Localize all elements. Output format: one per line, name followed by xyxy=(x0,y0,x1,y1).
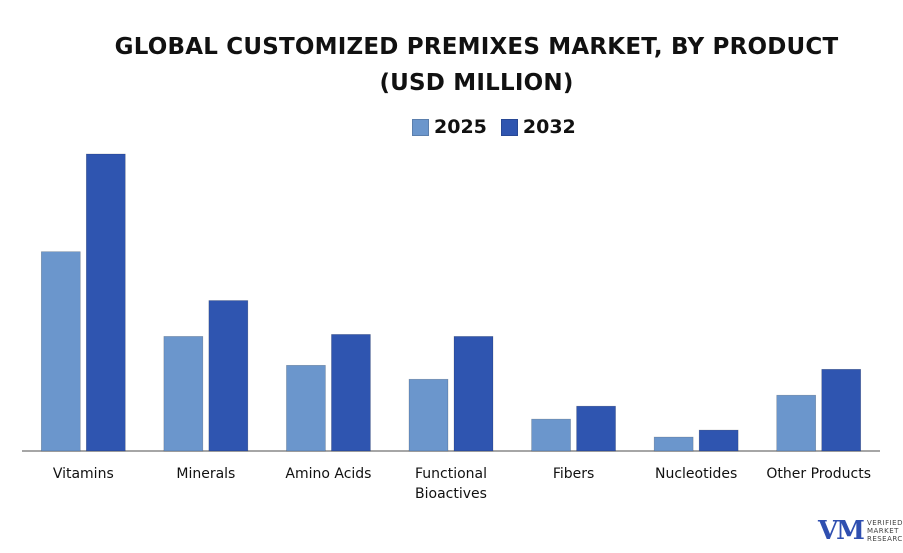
legend-item-2032: 2032 xyxy=(500,116,576,138)
logo-text-line-1: VERIFIED xyxy=(866,519,903,527)
bar-2032-amino-acids xyxy=(331,334,371,452)
logo-text: VERIFIED MARKET RESEARCH xyxy=(867,519,903,543)
legend-label-2025: 2025 xyxy=(434,116,487,138)
bar-2025-nucleotides xyxy=(653,436,694,452)
bar-2032-functional-bioactives xyxy=(453,336,494,452)
x-tick-label-minerals: Minerals xyxy=(176,466,235,482)
logo-text-line-2: MARKET xyxy=(866,527,899,535)
bar-2032-other-products xyxy=(821,368,862,452)
x-tick-label-other-products: Other Products xyxy=(766,466,871,482)
bar-2025-functional-bioactives xyxy=(408,378,449,452)
x-tick-label-fibers: Fibers xyxy=(553,466,594,482)
x-tick-label-nucleotides: Nucleotides xyxy=(655,466,737,482)
x-tick-label-vitamins: Vitamins xyxy=(53,466,114,482)
bar-2025-minerals xyxy=(163,336,204,452)
logo-text-line-3: RESEARCH xyxy=(866,535,903,543)
bar-2032-minerals xyxy=(208,300,249,452)
legend-swatch-2032 xyxy=(500,118,518,136)
vmr-logo: VM VERIFIED MARKET RESEARCH xyxy=(818,518,903,544)
bar-2032-fibers xyxy=(576,405,616,452)
bar-2025-vitamins xyxy=(40,251,81,452)
x-tick-label-functional-bioactives-line-2: Bioactives xyxy=(415,486,487,502)
bar-2025-other-products xyxy=(776,394,817,452)
chart-title-line-1: GLOBAL CUSTOMIZED PREMIXES MARKET, BY PR… xyxy=(114,34,839,60)
bar-2025-amino-acids xyxy=(286,364,326,452)
bar-2032-nucleotides xyxy=(698,429,739,452)
legend: 2025 2032 xyxy=(412,116,590,138)
legend-swatch-2025 xyxy=(412,118,429,136)
logo-mark: VM xyxy=(818,516,865,546)
x-tick-label-amino-acids: Amino Acids xyxy=(285,466,371,482)
legend-item-2025: 2025 xyxy=(412,116,487,138)
x-tick-label-functional-bioactives-line-1: Functional xyxy=(415,466,487,482)
bar-2032-vitamins xyxy=(85,153,126,452)
legend-label-2032: 2032 xyxy=(522,116,576,138)
chart-title-line-2: (USD MILLION) xyxy=(379,70,574,96)
bar-2025-fibers xyxy=(531,418,571,452)
